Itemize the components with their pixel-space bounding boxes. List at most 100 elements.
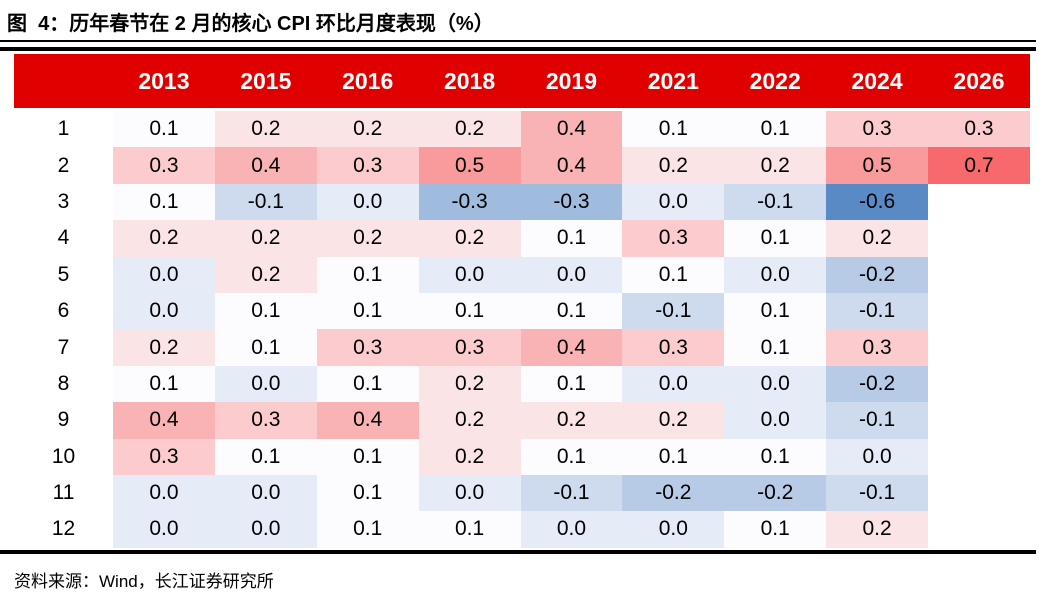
value-cell: 0.1 [418,511,521,548]
value-cell: -0.1 [214,183,317,221]
month-label: 12 [14,511,113,548]
value-cell: 0.2 [316,220,419,257]
value-cell [928,329,1030,366]
month-row-9: 9 0.4 0.3 0.4 0.2 0.2 0.2 0.0 -0.1 [14,402,1030,439]
value-cell: 0.3 [113,147,215,184]
value-cell: -0.2 [826,365,928,403]
value-cell: 0.3 [418,329,521,366]
value-cell: 0.2 [113,329,215,366]
value-cell: 0.2 [214,256,317,293]
value-cell: -0.1 [724,183,827,221]
value-cell: 0.0 [418,256,521,293]
value-cell: -0.2 [826,256,928,293]
value-cell: -0.6 [826,183,928,221]
value-cell: 0.0 [316,183,419,221]
month-label: 8 [14,365,113,403]
value-cell: 0.1 [316,256,419,293]
month-label: 11 [14,474,113,512]
value-cell: 0.2 [418,438,521,475]
value-cell: 0.1 [622,438,725,475]
year-header-2026: 2026 [928,54,1030,108]
year-header-2016: 2016 [316,54,419,108]
value-cell: -0.2 [724,474,827,512]
value-cell [928,438,1030,475]
corner-header-cell [14,54,113,108]
value-cell: 0.0 [826,438,928,475]
value-cell: 0.1 [316,438,419,475]
value-cell [928,365,1030,403]
value-cell: 0.3 [928,108,1030,148]
value-cell: 0.2 [622,402,725,439]
value-cell: 0.0 [214,365,317,403]
value-cell: 0.2 [214,220,317,257]
value-cell: -0.1 [826,474,928,512]
value-cell: 0.2 [826,511,928,548]
value-cell: 0.3 [214,402,317,439]
table-body: 1 0.1 0.2 0.2 0.2 0.4 0.1 0.1 0.3 0.3 2 0.3 0.4 0.3 0.… [14,108,1030,548]
value-cell: 0.1 [724,438,827,475]
table-header: 2013 2015 2016 2018 2019 2021 2022 2024 2026 [14,54,1030,108]
value-cell: 0.3 [826,329,928,366]
value-cell: 0.1 [724,108,827,148]
month-label: 5 [14,256,113,293]
year-header-2024: 2024 [826,54,928,108]
value-cell: 0.3 [316,329,419,366]
value-cell: 0.1 [113,183,215,221]
value-cell: 0.2 [520,402,623,439]
value-cell: -0.1 [826,292,928,330]
value-cell: 0.1 [214,329,317,366]
value-cell: 0.0 [622,511,725,548]
month-row-5: 5 0.0 0.2 0.1 0.0 0.0 0.1 0.0 -0.2 [14,256,1030,293]
value-cell: 0.7 [928,147,1030,184]
value-cell [928,220,1030,257]
value-cell [928,183,1030,221]
month-row-2: 2 0.3 0.4 0.3 0.5 0.4 0.2 0.2 0.5 0.7 [14,147,1030,184]
value-cell: 0.0 [724,256,827,293]
value-cell: 0.0 [214,511,317,548]
value-cell: 0.0 [214,474,317,512]
value-cell: 0.0 [520,256,623,293]
month-row-6: 6 0.0 0.1 0.1 0.1 0.1 -0.1 0.1 -0.1 [14,292,1030,330]
year-header-2015: 2015 [214,54,317,108]
year-header-2018: 2018 [418,54,521,108]
value-cell: 0.3 [622,220,725,257]
value-cell: 0.2 [316,108,419,148]
value-cell: -0.1 [622,292,725,330]
month-row-8: 8 0.1 0.0 0.1 0.2 0.1 0.0 0.0 -0.2 [14,365,1030,403]
month-label: 10 [14,438,113,475]
year-header-2019: 2019 [520,54,623,108]
month-label: 4 [14,220,113,257]
value-cell: 0.2 [418,402,521,439]
value-cell: 0.4 [520,108,623,148]
value-cell: 0.1 [316,292,419,330]
value-cell: 0.2 [113,220,215,257]
value-cell: 0.1 [316,365,419,403]
value-cell: 0.0 [113,511,215,548]
value-cell: 0.1 [418,292,521,330]
year-header-2021: 2021 [622,54,725,108]
value-cell: 0.1 [724,511,827,548]
value-cell: 0.1 [622,256,725,293]
value-cell: 0.1 [520,220,623,257]
value-cell: 0.5 [418,147,521,184]
value-cell: 0.2 [724,147,827,184]
value-cell [928,511,1030,548]
value-cell: 0.0 [520,511,623,548]
month-row-12: 12 0.0 0.0 0.1 0.1 0.0 0.0 0.1 0.2 [14,511,1030,548]
value-cell: 0.2 [418,220,521,257]
value-cell: 0.0 [724,365,827,403]
value-cell: 0.1 [113,108,215,148]
month-row-4: 4 0.2 0.2 0.2 0.2 0.1 0.3 0.1 0.2 [14,220,1030,257]
value-cell: 0.4 [113,402,215,439]
value-cell: 0.1 [622,108,725,148]
value-cell: 0.5 [826,147,928,184]
month-label: 7 [14,329,113,366]
month-row-11: 11 0.0 0.0 0.1 0.0 -0.1 -0.2 -0.2 -0.1 [14,474,1030,512]
value-cell: -0.3 [520,183,623,221]
month-row-10: 10 0.3 0.1 0.1 0.2 0.1 0.1 0.1 0.0 [14,438,1030,475]
value-cell: 0.0 [113,256,215,293]
value-cell [928,402,1030,439]
value-cell: 0.2 [826,220,928,257]
value-cell: 0.1 [316,511,419,548]
